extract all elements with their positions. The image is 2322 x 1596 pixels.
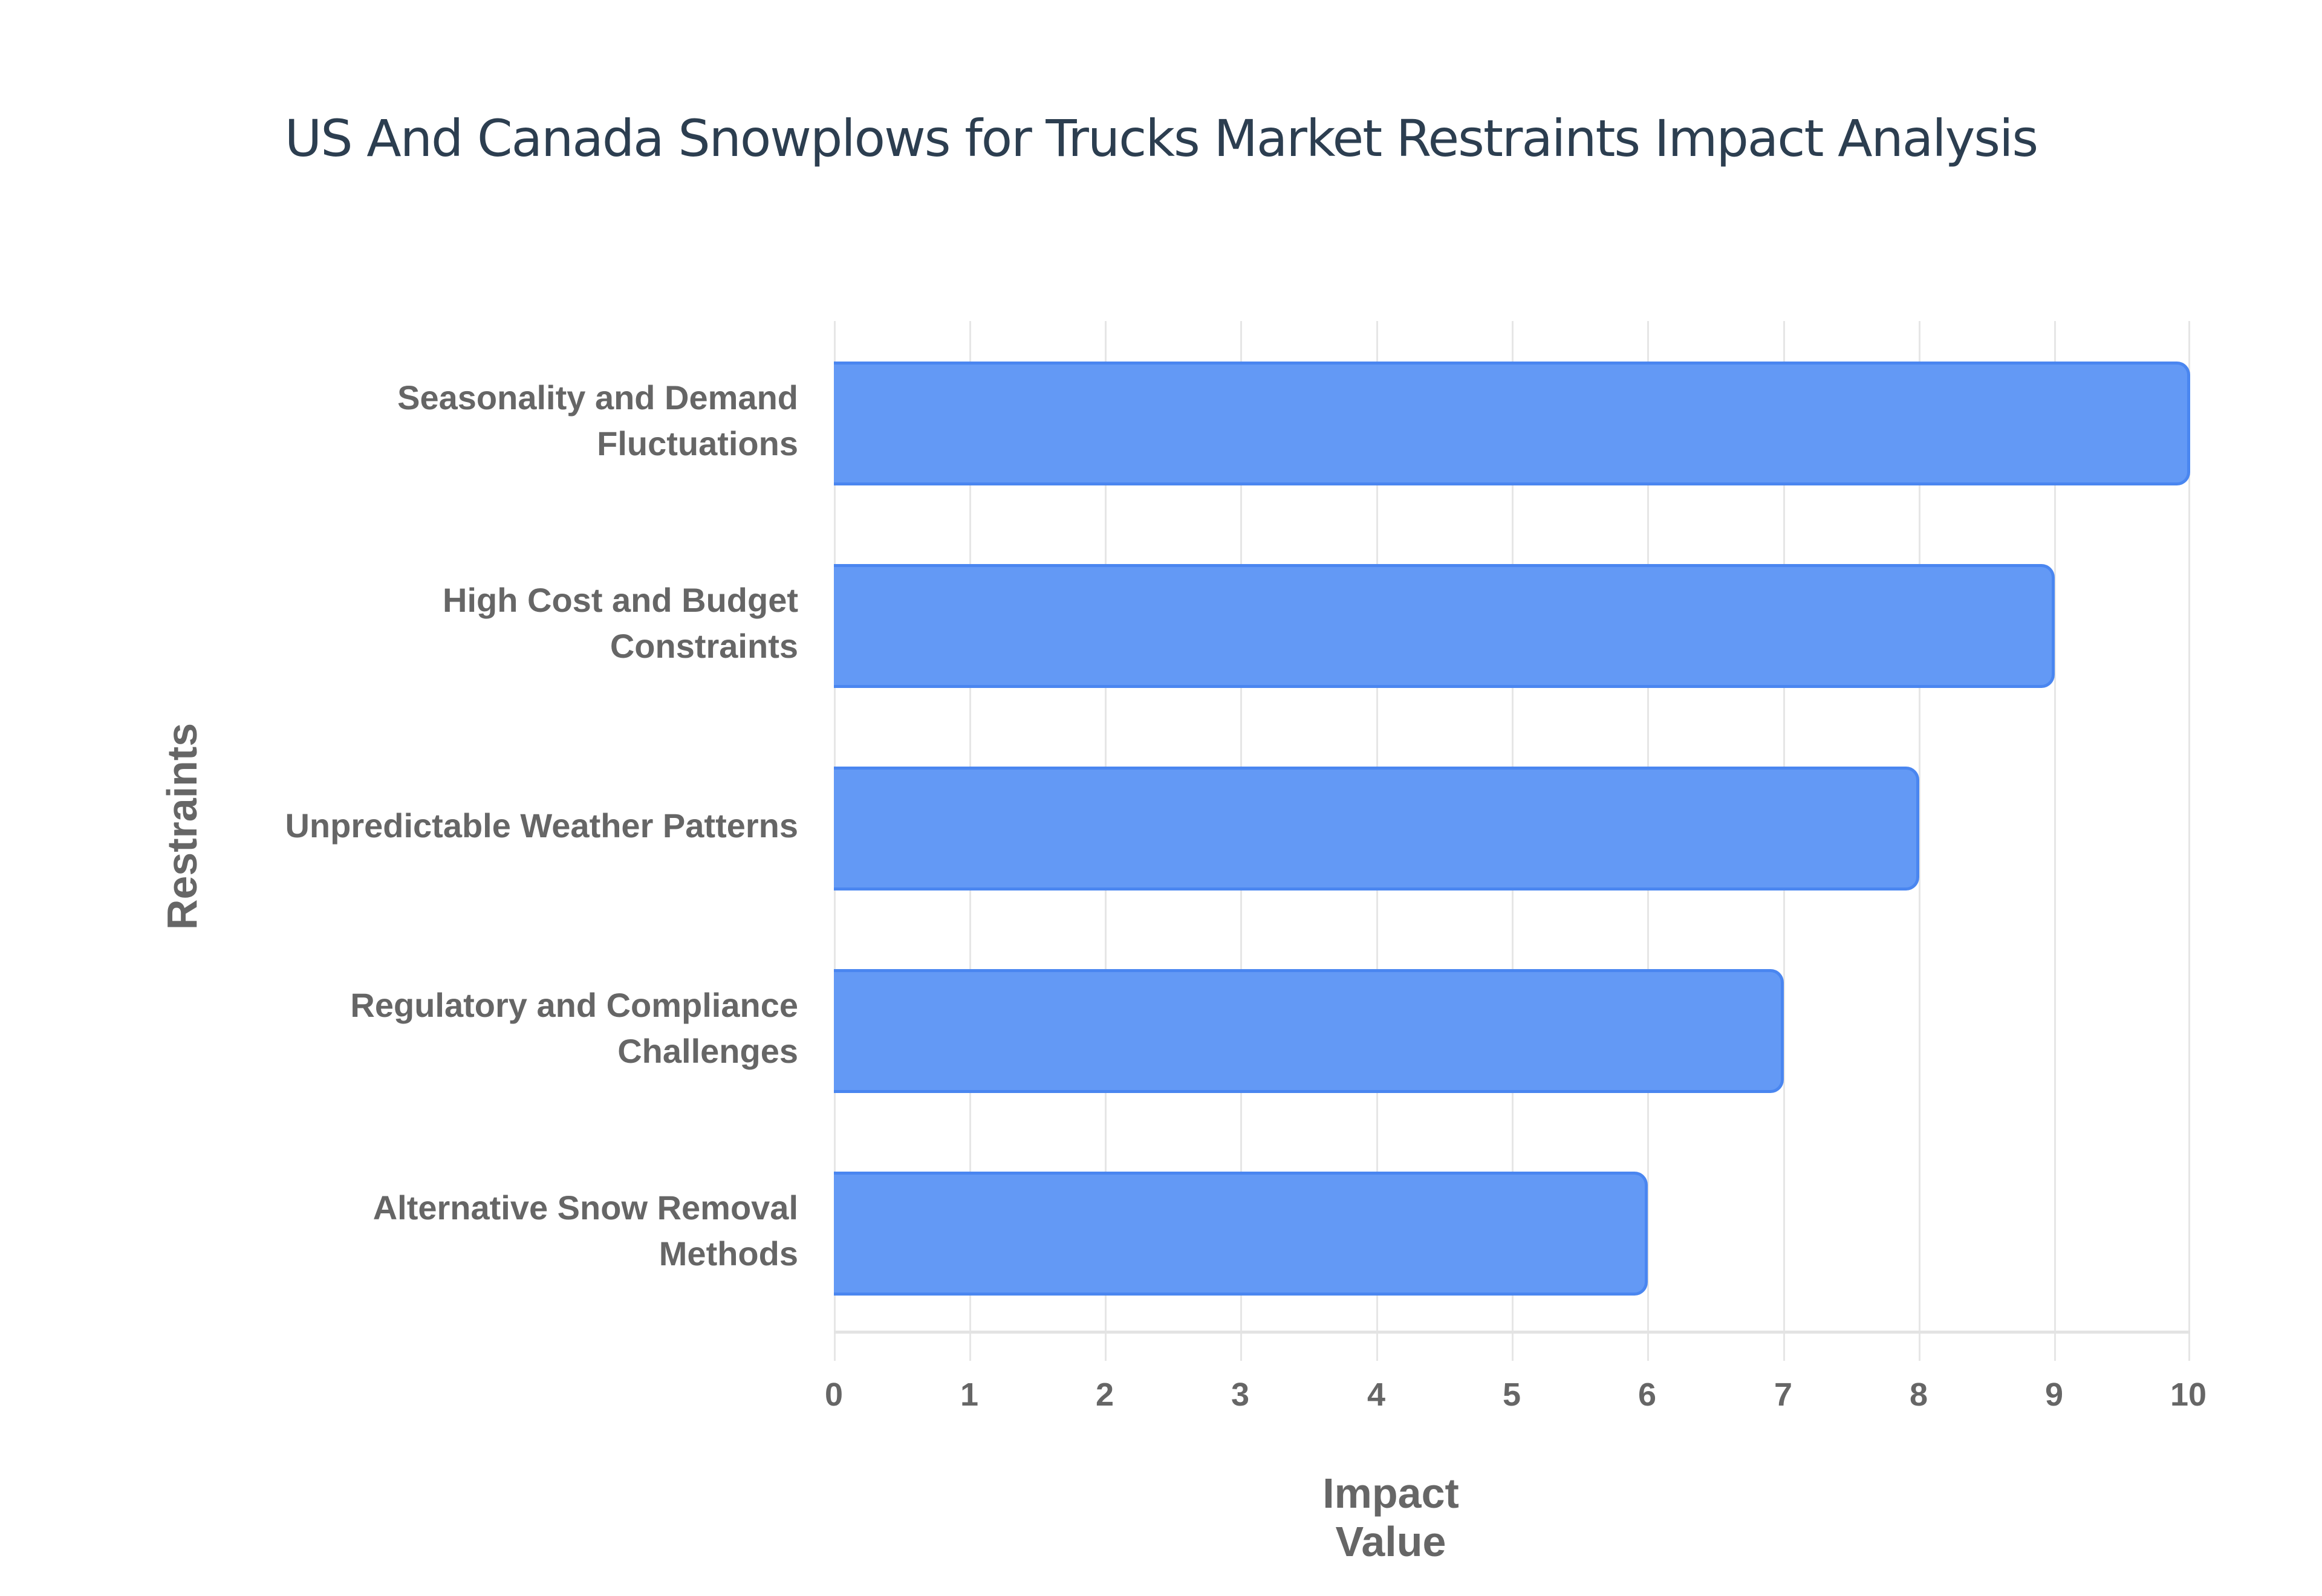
gridline — [2188, 321, 2190, 1361]
label-line: Methods — [659, 1234, 798, 1273]
x-tick-label: 7 — [1774, 1377, 1793, 1413]
label-line: Challenges — [617, 1032, 798, 1070]
label-line: Seasonality and Demand — [397, 378, 798, 417]
label-line: Fluctuations — [597, 424, 798, 462]
x-tick-label: 3 — [1231, 1377, 1250, 1413]
x-tick-label: 2 — [1095, 1377, 1114, 1413]
bar-seasonality[interactable] — [834, 362, 2190, 485]
bar-alternative[interactable] — [834, 1172, 1648, 1296]
x-tick-label: 6 — [1637, 1377, 1657, 1413]
x-tick-label: 9 — [2044, 1377, 2064, 1413]
gridline — [2054, 321, 2056, 1361]
category-label-high-cost: High Cost and Budget Constraints — [133, 577, 798, 669]
category-label-alternative: Alternative Snow Removal Methods — [133, 1185, 798, 1277]
x-tick-label: 0 — [824, 1377, 844, 1413]
bar-high-cost[interactable] — [834, 564, 2055, 688]
label-line: High Cost and Budget — [443, 581, 798, 619]
bar-regulatory[interactable] — [834, 969, 1784, 1093]
plot-area: 0 1 2 3 4 5 6 7 8 9 10 — [825, 321, 2207, 1413]
x-tick-label: 8 — [1909, 1377, 1928, 1413]
gridline — [1919, 321, 1920, 1361]
label-line: Alternative Snow Removal — [372, 1189, 798, 1227]
x-axis-title: Impact Value — [1322, 1470, 1459, 1565]
x-tick-label: 4 — [1367, 1377, 1386, 1413]
x-axis-line — [834, 1331, 2190, 1334]
x-tick-label: 5 — [1502, 1377, 1521, 1413]
category-label-seasonality: Seasonality and Demand Fluctuations — [133, 375, 798, 467]
label-line: Constraints — [610, 627, 798, 665]
label-line: Regulatory and Compliance — [350, 986, 798, 1024]
label-line: Unpredictable Weather Patterns — [285, 806, 798, 845]
category-label-regulatory: Regulatory and Compliance Challenges — [133, 982, 798, 1074]
x-tick-label: 10 — [2170, 1377, 2207, 1413]
category-label-weather: Unpredictable Weather Patterns — [133, 803, 798, 849]
chart-title: US And Canada Snowplows for Trucks Marke… — [284, 109, 2038, 168]
x-tick-label: 1 — [960, 1377, 979, 1413]
bar-weather[interactable] — [834, 767, 1919, 890]
